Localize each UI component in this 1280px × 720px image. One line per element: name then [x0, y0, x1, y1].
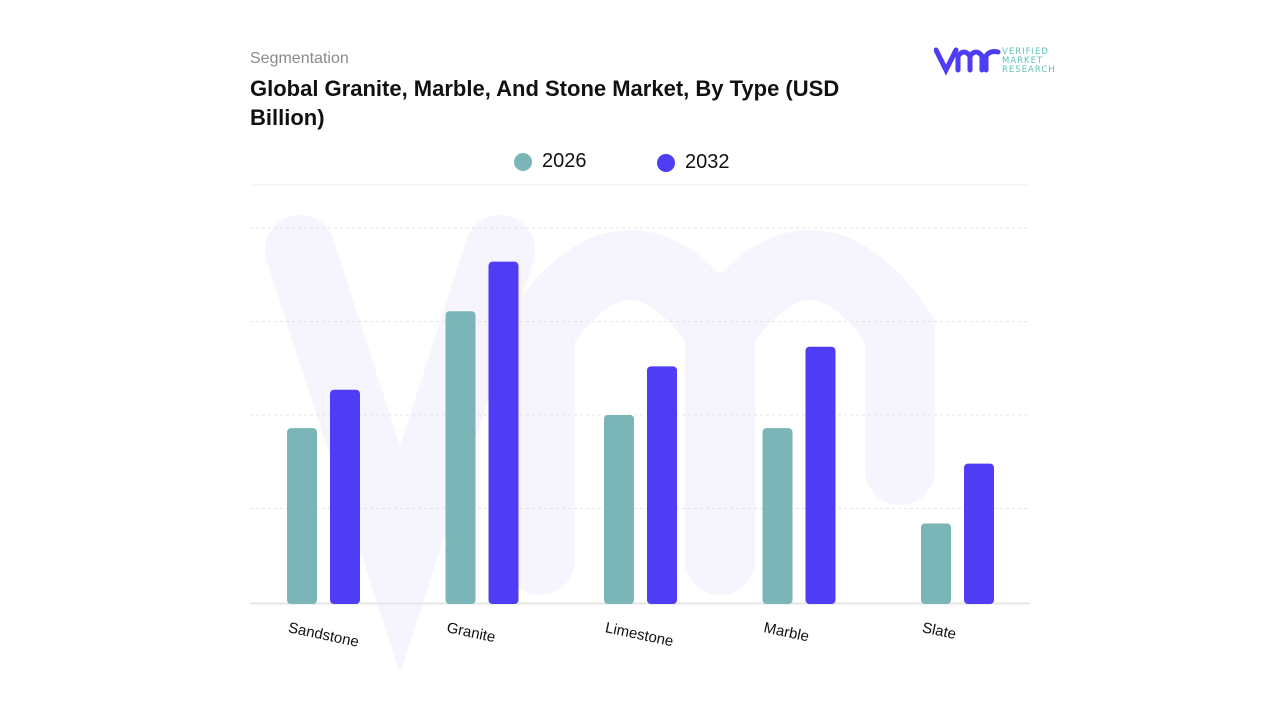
- chart-title: Global Granite, Marble, And Stone Market…: [250, 76, 840, 130]
- legend-item-2026: 2026: [514, 150, 587, 173]
- svg-text:MARKET: MARKET: [1002, 56, 1043, 66]
- svg-text:RESEARCH: RESEARCH: [1002, 65, 1056, 75]
- x-tick-label: Limestone: [604, 619, 675, 650]
- x-tick-label: Slate: [921, 619, 958, 643]
- bar-granite-2026: [445, 311, 476, 604]
- legend-label: 2032: [685, 151, 730, 173]
- bar-slate-2026: [921, 523, 951, 604]
- bar-limestone-2026: [604, 415, 634, 604]
- bar-granite-2032: [488, 261, 519, 604]
- legend-swatch-2032: [657, 153, 675, 172]
- svg-text:VERIFIED: VERIFIED: [1002, 47, 1049, 57]
- x-tick-label: Granite: [445, 619, 497, 646]
- segment-label: Segmentation: [250, 50, 349, 67]
- legend: 2026 2032: [0, 148, 1280, 178]
- x-tick-label: Marble: [762, 619, 810, 645]
- bar-sandstone-2032: [330, 389, 360, 604]
- x-tick-label: Sandstone: [287, 619, 361, 651]
- legend-item-2032: 2032: [657, 151, 730, 174]
- bar-marble-2026: [762, 428, 793, 604]
- vmr-logo: VERIFIED MARKET RESEARCH: [934, 47, 1056, 76]
- bar-marble-2032: [805, 346, 836, 604]
- legend-swatch-2026: [514, 152, 532, 171]
- bar-limestone-2032: [647, 366, 677, 604]
- legend-label: 2026: [542, 150, 587, 172]
- bar-sandstone-2026: [287, 428, 317, 604]
- bar-slate-2032: [964, 463, 994, 604]
